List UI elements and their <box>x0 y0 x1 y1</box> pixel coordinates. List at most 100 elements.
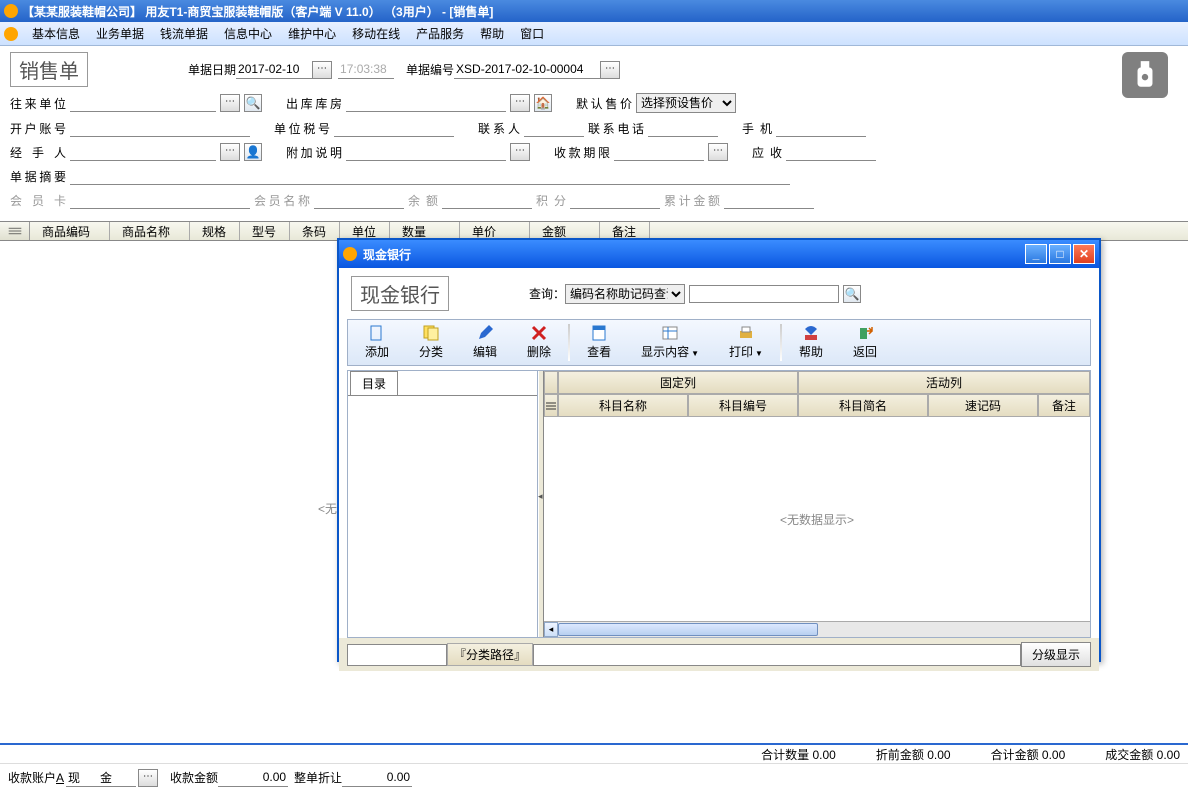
menu-maintain[interactable]: 维护中心 <box>280 23 344 44</box>
warehouse-lookup-btn[interactable]: ⋯ <box>510 94 530 112</box>
phone-label: 联系电话 <box>588 120 644 137</box>
default-price-select[interactable]: 选择预设售价 <box>636 93 736 113</box>
extra-desc-input[interactable] <box>346 143 506 161</box>
path-prefix-input[interactable] <box>347 644 447 666</box>
toolbar-add[interactable]: 添加 <box>350 322 404 363</box>
customer-lookup-btn[interactable]: ⋯ <box>220 94 240 112</box>
toolbar-help[interactable]: 帮助 <box>784 322 838 363</box>
balance-input[interactable] <box>442 191 532 209</box>
toolbar-delete[interactable]: 删除 <box>512 322 566 363</box>
number-input[interactable] <box>454 61 600 79</box>
no-data-text: <无数据显示> <box>780 511 854 528</box>
usb-device-icon[interactable] <box>1122 52 1168 98</box>
phone-input[interactable] <box>648 119 718 137</box>
handler-label: 经 手 人 <box>10 144 66 161</box>
toolbar-display[interactable]: 显示内容▼ <box>626 322 714 363</box>
col-barcode[interactable]: 条码 <box>290 222 340 240</box>
points-input[interactable] <box>570 191 660 209</box>
contact-label: 联系人 <box>478 120 520 137</box>
menu-product[interactable]: 产品服务 <box>408 23 472 44</box>
menu-moneyflow[interactable]: 钱流单据 <box>152 23 216 44</box>
status-bar-totals: 合计数量 0.00 折前金额 0.00 合计金额 0.00 成交金额 0.00 <box>0 743 1188 763</box>
scroll-thumb[interactable] <box>558 623 818 636</box>
doc-title: 销售单 <box>10 52 88 87</box>
level-display-btn[interactable]: 分级显示 <box>1021 642 1091 667</box>
handler-input[interactable] <box>70 143 216 161</box>
warehouse-input[interactable] <box>346 94 506 112</box>
customer-detail-icon[interactable]: 🔍 <box>244 94 262 112</box>
dialog-maximize-btn[interactable]: □ <box>1049 244 1071 264</box>
dialog-title: 现金银行 <box>363 246 411 263</box>
window-title: 【某某服装鞋帽公司】 用友T1-商贸宝服装鞋帽版（客户端 V 11.0） （3用… <box>22 3 493 20</box>
extra-desc-btn[interactable]: ⋯ <box>510 143 530 161</box>
col-subject-short[interactable]: 科目简名 <box>798 394 928 417</box>
cumulative-input[interactable] <box>724 191 814 209</box>
grid-hscrollbar[interactable]: ◂ <box>544 621 1090 637</box>
customer-label: 往来单位 <box>10 95 66 112</box>
tree-tab[interactable]: 目录 <box>350 371 398 395</box>
col-remark-dlg[interactable]: 备注 <box>1038 394 1090 417</box>
app-icon-small <box>4 27 18 41</box>
warehouse-home-icon[interactable]: 🏠 <box>534 94 552 112</box>
dialog-minimize-btn[interactable]: _ <box>1025 244 1047 264</box>
bg-nodata-hint: <无 <box>318 500 337 517</box>
tree-panel: 目录 <box>348 371 538 637</box>
receive-amount-input[interactable] <box>218 769 288 787</box>
dialog-close-btn[interactable]: ✕ <box>1073 244 1095 264</box>
date-input[interactable] <box>236 61 312 79</box>
col-subject-name[interactable]: 科目名称 <box>558 394 688 417</box>
col-mnemonic[interactable]: 速记码 <box>928 394 1038 417</box>
col-spec[interactable]: 规格 <box>190 222 240 240</box>
handler-user-icon[interactable]: 👤 <box>244 143 262 161</box>
menu-basic[interactable]: 基本信息 <box>24 23 88 44</box>
time-input[interactable] <box>338 61 394 79</box>
search-go-icon[interactable]: 🔍 <box>843 285 861 303</box>
toolbar-print[interactable]: 打印▼ <box>714 322 778 363</box>
receivable-input[interactable] <box>786 143 876 161</box>
toolbar-edit[interactable]: 编辑 <box>458 322 512 363</box>
account-no-input[interactable] <box>70 119 250 137</box>
receive-account-label: 收款账户A <box>8 769 64 786</box>
menu-mobile[interactable]: 移动在线 <box>344 23 408 44</box>
pay-deadline-btn[interactable]: ⋯ <box>708 143 728 161</box>
main-titlebar: 【某某服装鞋帽公司】 用友T1-商贸宝服装鞋帽版（客户端 V 11.0） （3用… <box>0 0 1188 22</box>
warehouse-label: 出库库房 <box>286 95 342 112</box>
dialog-app-icon <box>343 247 357 261</box>
menu-business[interactable]: 业务单据 <box>88 23 152 44</box>
mobile-input[interactable] <box>776 119 866 137</box>
handler-lookup-btn[interactable]: ⋯ <box>220 143 240 161</box>
default-price-label: 默认售价 <box>576 95 632 112</box>
customer-input[interactable] <box>70 94 216 112</box>
toolbar-view[interactable]: 查看 <box>572 322 626 363</box>
summary-input[interactable] <box>70 167 790 185</box>
contact-input[interactable] <box>524 119 584 137</box>
search-input[interactable] <box>689 285 839 303</box>
path-label: 『分类路径』 <box>447 643 533 666</box>
grid-body[interactable]: <无数据显示> <box>544 417 1090 621</box>
search-type-select[interactable]: 编码名称助记码查询 <box>565 284 685 304</box>
col-model[interactable]: 型号 <box>240 222 290 240</box>
extra-desc-label: 附加说明 <box>286 144 342 161</box>
whole-discount-label: 整单折让 <box>294 769 342 786</box>
number-lookup-btn[interactable]: ⋯ <box>600 61 620 79</box>
member-card-input[interactable] <box>70 191 250 209</box>
menu-help[interactable]: 帮助 <box>472 23 512 44</box>
path-input[interactable] <box>533 644 1021 666</box>
member-name-input[interactable] <box>314 191 404 209</box>
pay-deadline-input[interactable] <box>614 143 704 161</box>
menu-window[interactable]: 窗口 <box>512 23 552 44</box>
whole-discount-input[interactable] <box>342 769 412 787</box>
col-product-code[interactable]: 商品编码 <box>30 222 110 240</box>
scroll-left-btn[interactable]: ◂ <box>544 622 558 637</box>
date-picker-btn[interactable]: ⋯ <box>312 61 332 79</box>
tax-no-input[interactable] <box>334 119 454 137</box>
dialog-titlebar[interactable]: 现金银行 _ □ ✕ <box>339 240 1099 268</box>
receive-account-lookup[interactable]: ⋯ <box>138 769 158 787</box>
toolbar-return[interactable]: 返回 <box>838 322 892 363</box>
tree-body[interactable] <box>348 395 537 637</box>
toolbar-category[interactable]: 分类 <box>404 322 458 363</box>
menu-infocenter[interactable]: 信息中心 <box>216 23 280 44</box>
receive-account-input[interactable] <box>66 769 136 787</box>
col-subject-code[interactable]: 科目编号 <box>688 394 798 417</box>
col-product-name[interactable]: 商品名称 <box>110 222 190 240</box>
